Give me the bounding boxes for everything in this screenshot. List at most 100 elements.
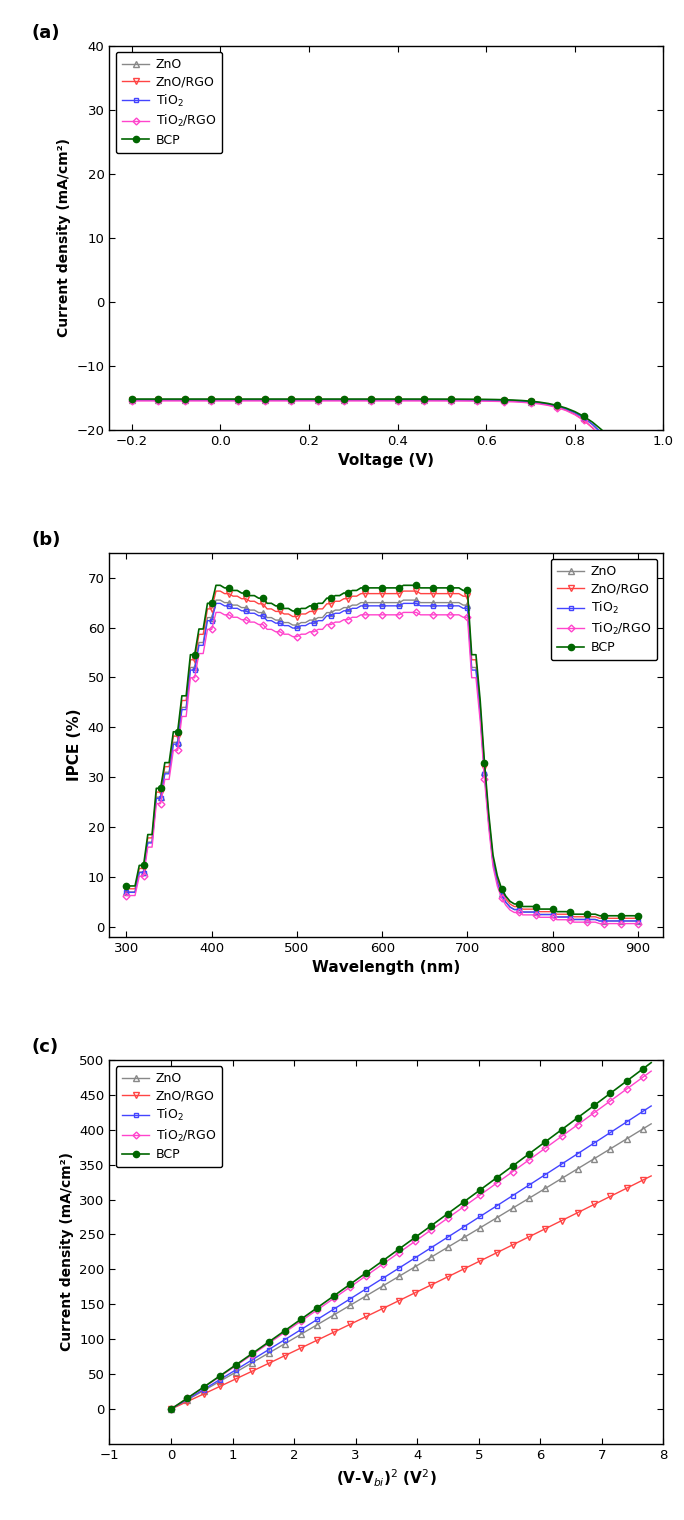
ZnO/RGO [608, 909, 616, 927]
TiO$_2$/RGO [500, 392, 508, 410]
TiO$_2$ [305, 1315, 313, 1333]
TiO$_2$/RGO [446, 605, 454, 623]
ZnO [596, 912, 604, 930]
ZnO [174, 733, 182, 751]
Line: BCP: BCP [168, 1059, 655, 1412]
ZnO/RGO [402, 391, 410, 409]
Y-axis label: IPCE (%): IPCE (%) [67, 708, 82, 781]
TiO$_2$/RGO [634, 915, 642, 933]
TiO$_2$/RGO [330, 1289, 338, 1307]
ZnO [127, 391, 135, 409]
Y-axis label: Current density (mA/cm²): Current density (mA/cm²) [57, 138, 71, 337]
Line: ZnO/RGO: ZnO/RGO [129, 398, 622, 467]
ZnO/RGO [615, 454, 623, 473]
TiO$_2$ [608, 912, 616, 930]
TiO$_2$ [647, 1097, 655, 1116]
Line: TiO$_2$: TiO$_2$ [129, 398, 622, 458]
ZnO [344, 599, 352, 617]
ZnO/RGO [167, 1400, 175, 1418]
ZnO/RGO [212, 582, 220, 600]
ZnO [615, 447, 623, 465]
BCP [615, 439, 623, 458]
ZnO [136, 391, 144, 409]
BCP [167, 1400, 175, 1418]
TiO$_2$/RGO [212, 603, 220, 622]
BCP [634, 906, 642, 924]
TiO$_2$/RGO [472, 669, 480, 687]
TiO$_2$ [305, 391, 313, 409]
ZnO/RGO [136, 391, 144, 409]
BCP [246, 587, 254, 605]
Line: TiO$_2$: TiO$_2$ [168, 1104, 654, 1412]
TiO$_2$/RGO [344, 611, 352, 629]
BCP [122, 877, 131, 895]
TiO$_2$ [429, 391, 437, 409]
TiO$_2$ [122, 883, 131, 901]
TiO$_2$/RGO [596, 915, 604, 933]
TiO$_2$ [344, 602, 352, 620]
ZnO [468, 1224, 476, 1242]
BCP [447, 391, 455, 409]
ZnO/RGO [321, 1327, 330, 1345]
ZnO [321, 1310, 330, 1328]
ZnO [305, 1321, 313, 1339]
BCP [321, 1292, 330, 1310]
BCP [136, 391, 144, 409]
TiO$_2$ [500, 392, 508, 410]
ZnO/RGO [305, 391, 313, 409]
TiO$_2$/RGO [429, 392, 437, 410]
Y-axis label: Current density (mA/cm²): Current density (mA/cm²) [60, 1152, 74, 1351]
TiO$_2$/RGO [608, 915, 616, 933]
TiO$_2$/RGO [136, 392, 144, 410]
TiO$_2$ [472, 661, 480, 679]
ZnO [289, 1330, 297, 1348]
BCP [647, 1053, 655, 1072]
ZnO [647, 1114, 655, 1132]
Line: TiO$_2$/RGO: TiO$_2$/RGO [129, 398, 622, 464]
TiO$_2$ [615, 445, 623, 464]
ZnO/RGO [174, 727, 182, 745]
ZnO [446, 593, 454, 611]
ZnO/RGO [289, 1342, 297, 1360]
Line: TiO$_2$/RGO: TiO$_2$/RGO [124, 610, 640, 926]
BCP [344, 584, 352, 602]
BCP [402, 391, 410, 409]
TiO$_2$ [248, 1351, 256, 1370]
ZnO/RGO [127, 391, 135, 409]
X-axis label: Voltage (V): Voltage (V) [339, 453, 434, 468]
Text: (a): (a) [32, 24, 60, 41]
X-axis label: (V-V$_{bi}$)$^2$ (V$^2$): (V-V$_{bi}$)$^2$ (V$^2$) [336, 1467, 437, 1488]
ZnO/RGO [468, 1256, 476, 1274]
BCP [248, 1344, 256, 1362]
Line: BCP: BCP [123, 582, 641, 920]
TiO$_2$/RGO [321, 1295, 330, 1313]
TiO$_2$/RGO [647, 1062, 655, 1081]
TiO$_2$/RGO [402, 392, 410, 410]
ZnO/RGO [596, 909, 604, 927]
TiO$_2$ [136, 391, 144, 409]
TiO$_2$/RGO [615, 453, 623, 471]
TiO$_2$ [167, 1400, 175, 1418]
BCP [330, 1287, 338, 1306]
TiO$_2$/RGO [246, 613, 254, 631]
Legend: ZnO, ZnO/RGO, TiO$_2$, TiO$_2$/RGO, BCP: ZnO, ZnO/RGO, TiO$_2$, TiO$_2$/RGO, BCP [551, 559, 657, 660]
Text: (c): (c) [32, 1038, 59, 1056]
TiO$_2$ [174, 736, 182, 754]
BCP [468, 1187, 476, 1205]
TiO$_2$ [289, 1325, 297, 1344]
ZnO [500, 391, 508, 409]
Line: BCP: BCP [129, 395, 622, 451]
TiO$_2$/RGO [289, 1318, 297, 1336]
ZnO [608, 912, 616, 930]
BCP [429, 391, 437, 409]
TiO$_2$/RGO [305, 392, 313, 410]
Legend: ZnO, ZnO/RGO, TiO$_2$, TiO$_2$/RGO, BCP: ZnO, ZnO/RGO, TiO$_2$, TiO$_2$/RGO, BCP [116, 52, 222, 154]
ZnO [167, 1400, 175, 1418]
ZnO/RGO [248, 1362, 256, 1380]
Text: (b): (b) [32, 530, 62, 549]
Line: TiO$_2$/RGO: TiO$_2$/RGO [168, 1069, 654, 1412]
TiO$_2$/RGO [167, 1400, 175, 1418]
BCP [608, 906, 616, 924]
Line: ZnO/RGO: ZnO/RGO [124, 588, 641, 921]
ZnO [248, 1353, 256, 1371]
